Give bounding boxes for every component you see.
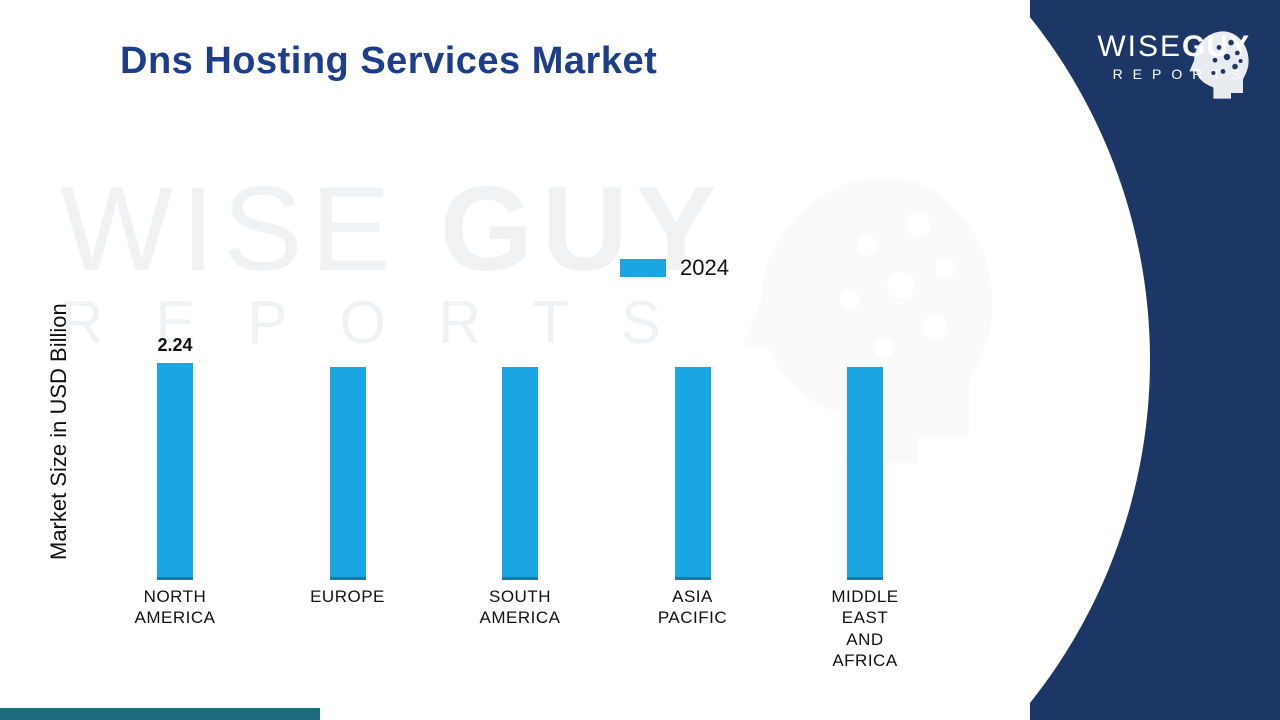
chart-title: Dns Hosting Services Market <box>120 40 657 83</box>
bar-wrap: 2.24 <box>110 335 240 580</box>
category-label: SOUTHAMERICA <box>455 586 585 671</box>
category-label: NORTHAMERICA <box>110 586 240 671</box>
bar <box>330 367 366 580</box>
bar-value-label: 2.24 <box>157 335 192 357</box>
category-label: ASIAPACIFIC <box>628 586 758 671</box>
legend-label: 2024 <box>680 255 729 281</box>
legend-swatch <box>620 259 666 277</box>
bar-wrap <box>455 339 585 580</box>
bar-wrap <box>628 339 758 580</box>
category-label: MIDDLEEASTANDAFRICA <box>800 586 930 671</box>
brand-main-1: WISE <box>1097 30 1182 63</box>
category-label: EUROPE <box>283 586 413 671</box>
chart-legend: 2024 <box>620 255 729 281</box>
bar-wrap <box>283 339 413 580</box>
brand-logo: WISEGUY REPORTS <box>1097 30 1250 82</box>
bar-wrap <box>800 339 930 580</box>
brand-sidebar <box>1030 0 1280 720</box>
ai-head-icon <box>1175 25 1255 105</box>
bar-chart: 2.24 <box>110 300 930 580</box>
bar <box>157 363 193 580</box>
category-labels: NORTHAMERICA EUROPE SOUTHAMERICA ASIAPACIFI… <box>110 586 930 671</box>
bar <box>847 367 883 580</box>
bar <box>675 367 711 580</box>
bars-container: 2.24 <box>110 300 930 580</box>
footer-accent-bar <box>0 708 320 720</box>
bar <box>502 367 538 580</box>
y-axis-label: Market Size in USD Billion <box>46 303 72 560</box>
